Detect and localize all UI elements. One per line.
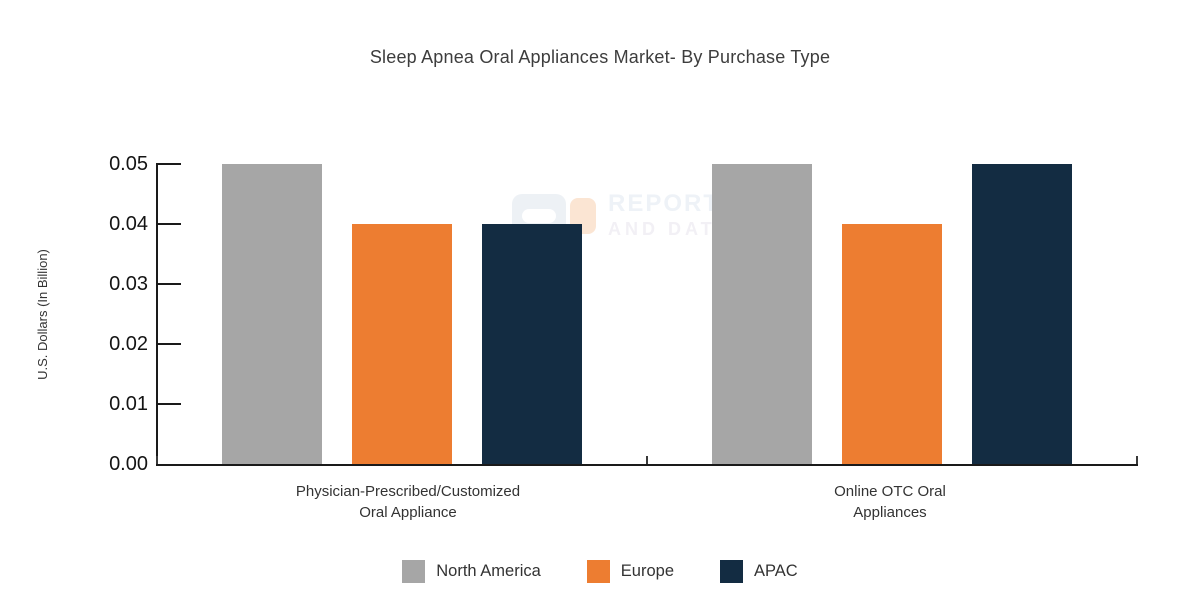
y-axis-tick [157,163,181,165]
y-tick-label: 0.04 [109,213,148,235]
legend-label-apac: APAC [754,562,798,580]
chart-title: Sleep Apnea Oral Appliances Market- By P… [369,47,831,67]
x-axis-line [156,464,1138,466]
legend-swatch-north-america [402,560,426,583]
plot-area: REPORTS AND DATA [156,163,1138,464]
legend-label-europe: Europe [620,562,675,580]
y-tick-label: 0.00 [109,453,148,475]
category-label-line: Oral Appliance [359,504,457,521]
x-axis-tick [156,456,158,464]
bar-apac-group2 [972,164,1072,464]
y-axis-tick [157,283,181,285]
y-axis-tick [157,403,181,405]
bar-apac-group1 [482,224,582,464]
y-tick-label: 0.02 [109,333,148,355]
bar-north-america-group2 [712,164,812,464]
watermark-line2: AND DATA [608,219,732,239]
legend: North America Europe APAC [0,560,1200,583]
legend-item-north-america: North America [402,560,541,583]
x-axis-tick [646,456,648,464]
y-tick-label: 0.01 [109,393,148,415]
y-axis-line [156,163,158,465]
y-tick-label: 0.03 [109,273,148,295]
bar-europe-group1 [352,224,452,464]
legend-swatch-europe [586,560,610,583]
x-axis-tick [1136,456,1138,464]
legend-item-europe: Europe [586,560,675,583]
legend-item-apac: APAC [720,560,798,583]
bar-north-america-group1 [222,164,322,464]
legend-label-north-america: North America [436,562,541,580]
category-label-line: Appliances [853,504,927,521]
y-tick-label: 0.05 [109,153,148,175]
watermark-logo-bar [522,208,556,223]
category-label-physician-prescribed: Physician-Prescribed/Customized Oral App… [208,481,608,523]
legend-swatch-apac [720,560,744,583]
category-label-line: Online OTC Oral [834,483,946,500]
y-axis-tick [157,223,181,225]
category-label-line: Physician-Prescribed/Customized [295,483,521,500]
y-axis-tick [157,343,181,345]
bar-europe-group2 [842,224,942,464]
category-label-online-otc: Online OTC Oral Appliances [690,481,1090,523]
y-tick-labels: 0.00 0.01 0.02 0.03 0.04 0.05 [0,153,148,475]
